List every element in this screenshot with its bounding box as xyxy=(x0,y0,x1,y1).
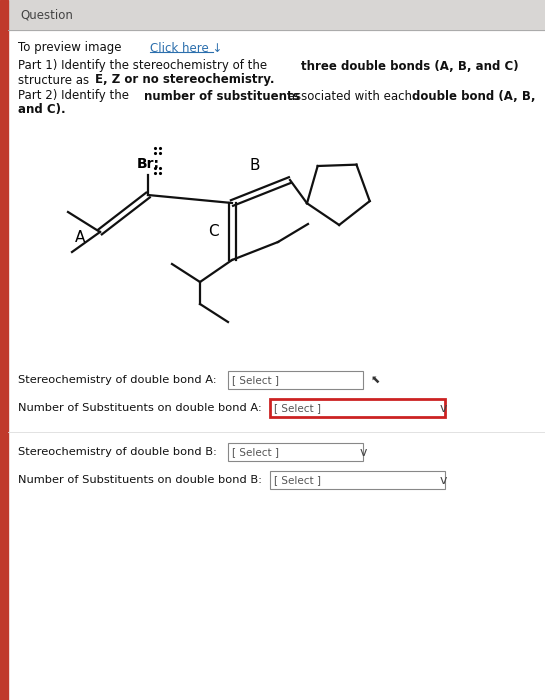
Text: Stereochemistry of double bond B:: Stereochemistry of double bond B: xyxy=(18,447,217,457)
Text: Part 1) Identify the stereochemistry of the: Part 1) Identify the stereochemistry of … xyxy=(18,60,271,73)
Text: [ Select ]: [ Select ] xyxy=(232,447,279,457)
Text: Part 2) Identify the: Part 2) Identify the xyxy=(18,90,133,102)
Text: Number of Substituents on double bond A:: Number of Substituents on double bond A: xyxy=(18,403,262,413)
Bar xyxy=(8,0,545,30)
Text: Number of Substituents on double bond B:: Number of Substituents on double bond B: xyxy=(18,475,262,485)
Text: three double bonds (A, B, and C): three double bonds (A, B, and C) xyxy=(301,60,519,73)
Text: Question: Question xyxy=(20,8,73,22)
Text: To preview image: To preview image xyxy=(18,41,125,55)
Text: [ Select ]: [ Select ] xyxy=(274,475,321,485)
Text: A: A xyxy=(75,230,85,246)
FancyBboxPatch shape xyxy=(228,371,363,389)
Text: Br:: Br: xyxy=(136,157,160,171)
Text: structure as: structure as xyxy=(18,74,93,87)
Text: B: B xyxy=(250,158,261,172)
Bar xyxy=(0,0,8,700)
Text: double bond (A, B,: double bond (A, B, xyxy=(412,90,536,102)
Text: Click here ↓: Click here ↓ xyxy=(150,41,222,55)
Text: v: v xyxy=(440,473,447,486)
Text: [ Select ]: [ Select ] xyxy=(232,375,279,385)
Text: v: v xyxy=(360,445,367,458)
Text: E, Z or no stereochemistry.: E, Z or no stereochemistry. xyxy=(95,74,275,87)
Text: ⬉: ⬉ xyxy=(370,375,379,385)
FancyBboxPatch shape xyxy=(270,399,445,417)
Text: associated with each: associated with each xyxy=(284,90,416,102)
Text: Stereochemistry of double bond A:: Stereochemistry of double bond A: xyxy=(18,375,216,385)
Text: and C).: and C). xyxy=(18,104,65,116)
FancyBboxPatch shape xyxy=(270,471,445,489)
Text: v: v xyxy=(440,402,447,414)
Text: number of substituents: number of substituents xyxy=(144,90,300,102)
Text: [ Select ]: [ Select ] xyxy=(274,403,321,413)
FancyBboxPatch shape xyxy=(228,443,363,461)
Text: C: C xyxy=(208,225,219,239)
